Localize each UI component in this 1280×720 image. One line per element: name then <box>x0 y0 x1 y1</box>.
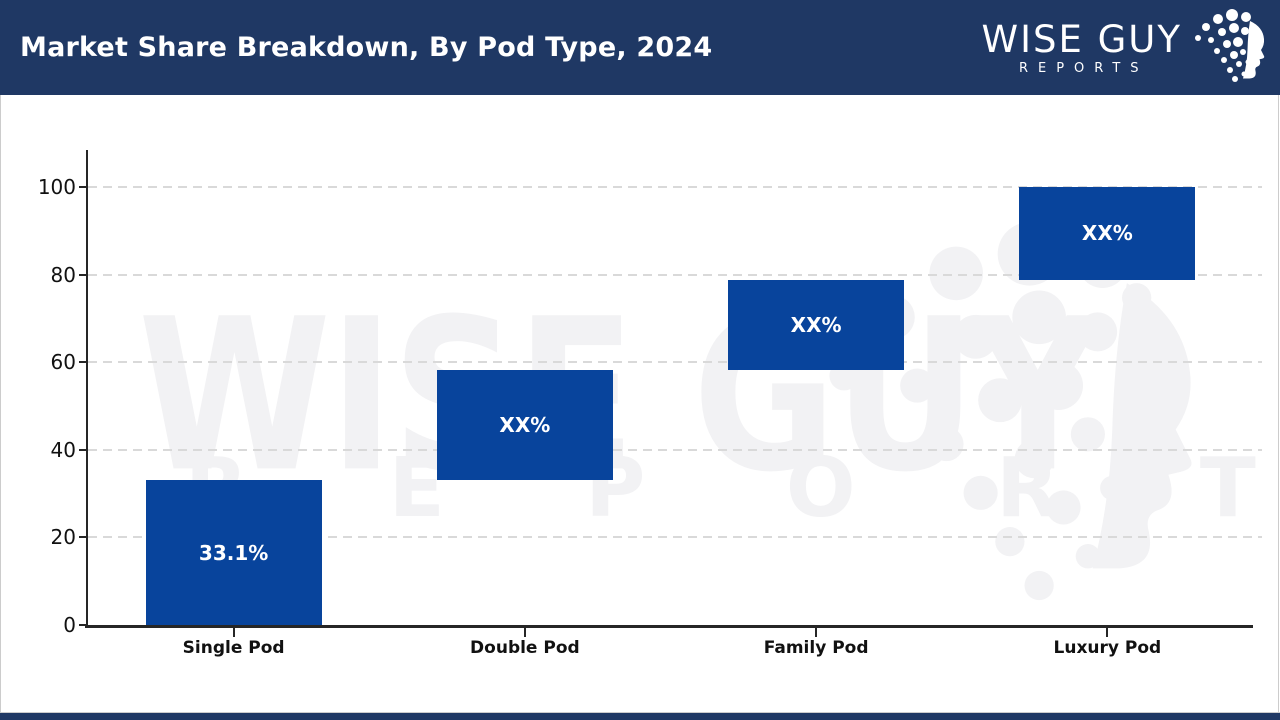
x-tick-1 <box>523 627 526 637</box>
frame-bottom <box>0 712 1280 713</box>
x-tick-label-0: Single Pod <box>182 638 285 658</box>
bar-value-label: XX% <box>790 312 842 337</box>
brand-logo-text: WISE GUY REPORTS <box>981 18 1182 77</box>
gridline-100 <box>88 186 1262 188</box>
watermark-wordmark: WISE GUY <box>138 275 1101 519</box>
y-tick-80 <box>79 273 88 276</box>
x-tick-2 <box>815 627 818 637</box>
y-tick-100 <box>79 186 88 188</box>
y-tick-label-100: 100 <box>37 175 76 199</box>
watermark-subtitle: R E P O R T S <box>185 441 1280 536</box>
footer-bar <box>0 713 1280 720</box>
x-tick-label-2: Family Pod <box>763 638 869 658</box>
y-tick-label-60: 60 <box>50 350 76 375</box>
y-axis-line <box>86 150 88 627</box>
gridline-40 <box>88 448 1262 451</box>
x-tick-3 <box>1106 627 1109 637</box>
header: Market Share Breakdown, By Pod Type, 202… <box>0 0 1280 95</box>
bar-value-label: XX% <box>1081 221 1133 246</box>
y-tick-60 <box>79 361 88 364</box>
y-tick-label-40: 40 <box>50 437 76 462</box>
x-tick-label-1: Double Pod <box>470 638 580 658</box>
frame-left <box>0 95 1 713</box>
x-axis-line <box>85 625 1253 628</box>
gridline-60 <box>88 361 1262 364</box>
bar-value-label: XX% <box>499 413 551 438</box>
logo-subtitle: REPORTS <box>1018 61 1149 76</box>
brand-logo: WISE GUY REPORTS <box>982 4 1270 92</box>
y-tick-label-80: 80 <box>50 262 76 287</box>
y-tick-40 <box>79 448 88 451</box>
chart-title: Market Share Breakdown, By Pod Type, 202… <box>20 32 713 63</box>
frame-right <box>1278 95 1279 713</box>
logo-wordmark: WISE GUY <box>981 18 1182 61</box>
gridline-80 <box>88 273 1262 276</box>
bar-double-pod: XX% <box>436 370 613 481</box>
y-tick-0 <box>79 624 88 626</box>
y-tick-label-0: 0 <box>63 613 76 637</box>
bar-family-pod: XX% <box>728 279 905 371</box>
y-tick-20 <box>79 536 88 539</box>
x-tick-label-3: Luxury Pod <box>1053 638 1162 658</box>
bar-single-pod: 33.1% <box>145 480 322 625</box>
bar-luxury-pod: XX% <box>1019 187 1196 280</box>
logo-head-icon <box>1195 9 1265 82</box>
bar-value-label: 33.1% <box>198 540 269 565</box>
gridline-20 <box>88 536 1262 539</box>
x-tick-0 <box>232 627 235 637</box>
y-tick-label-20: 20 <box>50 525 76 550</box>
